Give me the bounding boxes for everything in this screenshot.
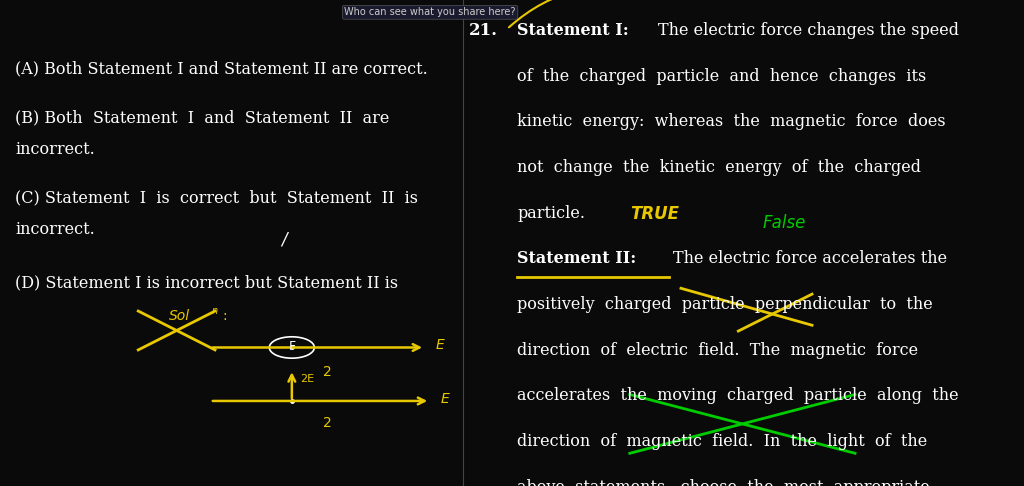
Text: particle.: particle. [517,205,585,222]
Text: F: F [289,340,295,353]
Text: /: / [282,231,287,249]
Text: Who can see what you share here?: Who can see what you share here? [344,7,516,17]
Text: False: False [763,214,806,232]
Text: of  the  charged  particle  and  hence  changes  its: of the charged particle and hence change… [517,68,927,85]
Text: not  change  the  kinetic  energy  of  the  charged: not change the kinetic energy of the cha… [517,159,922,176]
Text: (B) Both  Statement  I  and  Statement  II  are: (B) Both Statement I and Statement II ar… [15,109,390,126]
Text: n: n [212,306,218,316]
Text: incorrect.: incorrect. [15,221,95,238]
Text: E: E [440,392,450,405]
Text: accelerates  the  moving  charged  particle  along  the: accelerates the moving charged particle … [517,387,958,404]
Text: 2: 2 [324,416,332,430]
Text: above  statements,  choose  the  most  appropriate: above statements, choose the most approp… [517,479,930,486]
Text: The electric force changes the speed: The electric force changes the speed [658,22,959,39]
Text: kinetic  energy:  whereas  the  magnetic  force  does: kinetic energy: whereas the magnetic for… [517,113,946,130]
Text: The electric force accelerates the: The electric force accelerates the [673,250,947,267]
Text: direction  of  electric  field.  The  magnetic  force: direction of electric field. The magneti… [517,342,919,359]
Text: (A) Both Statement I and Statement II are correct.: (A) Both Statement I and Statement II ar… [15,61,428,78]
Text: :: : [222,309,227,323]
Text: Sol: Sol [169,309,190,323]
Text: positively  charged  particle  perpendicular  to  the: positively charged particle perpendicula… [517,296,933,313]
Text: Statement I:: Statement I: [517,22,629,39]
Text: TRUE: TRUE [630,205,679,223]
Text: incorrect.: incorrect. [15,141,95,158]
Text: Statement II:: Statement II: [517,250,636,267]
Text: 21.: 21. [469,22,498,39]
Text: 2E: 2E [300,374,314,384]
Text: E: E [435,338,444,352]
Text: (C) Statement  I  is  correct  but  Statement  II  is: (C) Statement I is correct but Statement… [15,190,419,207]
Text: 2: 2 [324,364,332,379]
Text: direction  of  magnetic  field.  In  the  light  of  the: direction of magnetic field. In the ligh… [517,433,928,450]
Text: (D) Statement I is incorrect but Statement II is: (D) Statement I is incorrect but Stateme… [15,275,398,292]
